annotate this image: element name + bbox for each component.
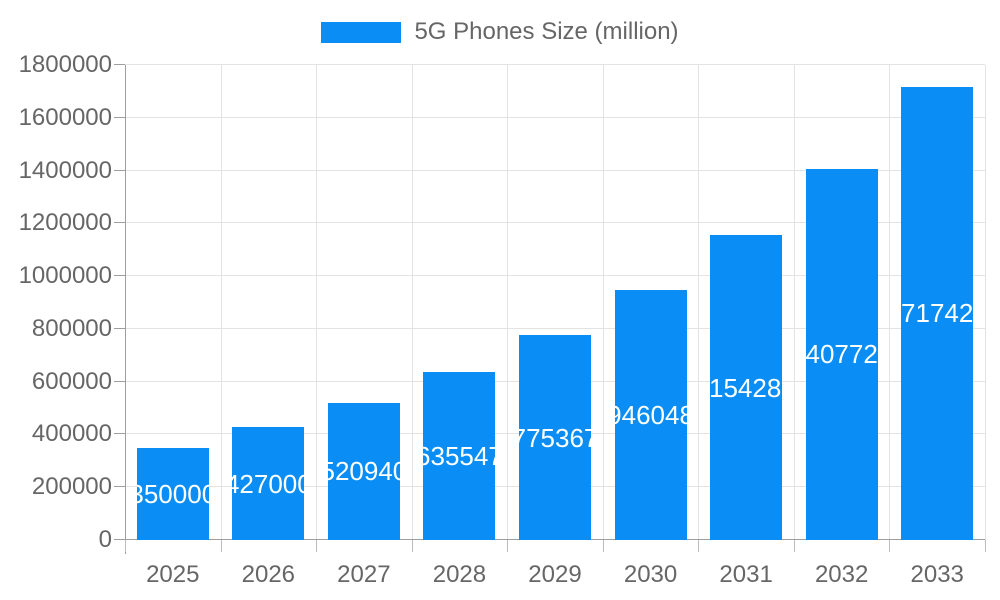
x-tick-label: 2026 <box>241 561 296 588</box>
bar-cell: 1407722 <box>794 65 890 540</box>
y-tick-label: 400000 <box>31 420 112 448</box>
bar-value-label: 635547 <box>423 441 495 472</box>
y-tick-label: 1200000 <box>18 209 112 237</box>
y-axis-tick <box>114 486 125 488</box>
gridline-horizontal <box>125 116 985 118</box>
x-axis-tick <box>793 540 795 552</box>
bar[interactable]: 350000 <box>136 447 209 540</box>
bar-value-label: 520940 <box>328 456 400 487</box>
y-tick-label: 0 <box>98 526 112 553</box>
gridline-horizontal <box>125 275 985 277</box>
bar[interactable]: 775367 <box>518 335 591 540</box>
x-axis-tick <box>889 540 891 552</box>
x-axis-tick <box>411 540 413 552</box>
gridline-vertical <box>698 65 700 540</box>
y-axis-tick <box>114 222 125 224</box>
y-axis-tick <box>114 327 125 329</box>
bar[interactable]: 1717425 <box>901 86 974 540</box>
x-axis-tick <box>507 540 509 552</box>
gridline-vertical <box>316 65 318 540</box>
legend[interactable]: 5G Phones Size (million) <box>0 18 1000 46</box>
y-axis-tick <box>114 64 125 65</box>
x-tick-label: 2033 <box>910 561 964 588</box>
bar-cell: 1717425 <box>889 65 985 540</box>
x-axis-tick <box>602 540 604 552</box>
x-axis-tick <box>985 540 986 552</box>
y-tick-label: 1400000 <box>18 156 112 184</box>
bar-value-label: 1407722 <box>805 339 878 370</box>
y-tick-label: 1800000 <box>18 51 112 78</box>
legend-swatch-icon <box>321 21 402 43</box>
gridline-horizontal <box>125 222 985 224</box>
bar-cell: 635547 <box>412 65 508 540</box>
x-tick-label: 2025 <box>146 561 200 588</box>
x-tick-label: 2027 <box>337 561 391 588</box>
y-axis-line <box>125 65 126 554</box>
bar-value-label: 350000 <box>137 478 209 509</box>
bar-cell: 520940 <box>316 65 412 540</box>
y-axis-tick <box>114 433 125 435</box>
x-axis-tick <box>316 540 318 552</box>
gridline-vertical <box>220 65 222 540</box>
y-axis-tick <box>114 380 125 382</box>
y-tick-label: 200000 <box>31 473 112 501</box>
bar[interactable]: 635547 <box>423 372 496 540</box>
y-axis-tick <box>114 116 125 118</box>
y-tick-label: 1000000 <box>18 262 112 290</box>
bar-cell: 427000 <box>221 65 317 540</box>
x-tick-label: 2031 <box>719 561 773 588</box>
gridline-vertical <box>793 65 795 540</box>
bar-cell: 350000 <box>125 65 221 540</box>
bar-cell: 775367 <box>507 65 603 540</box>
bar-cell: 946048 <box>603 65 699 540</box>
legend-label: 5G Phones Size (million) <box>414 18 679 45</box>
x-tick-label: 2030 <box>623 561 678 588</box>
y-axis-tick <box>114 169 125 171</box>
bar[interactable]: 520940 <box>327 402 400 540</box>
bar[interactable]: 1407722 <box>805 168 878 540</box>
y-tick-label: 800000 <box>31 314 112 342</box>
plot-area: 350000 427000 520940 635547 775367 946048 1154… <box>114 64 986 554</box>
gridline-vertical <box>602 65 604 540</box>
gridline-vertical <box>889 65 891 540</box>
bar-value-label: 775367 <box>519 422 591 453</box>
y-tick-label: 1600000 <box>18 103 112 131</box>
y-tick-label: 600000 <box>31 367 112 395</box>
bar-value-label: 427000 <box>232 468 304 499</box>
x-axis-tick <box>125 540 126 552</box>
gridline-vertical <box>507 65 509 540</box>
bar[interactable]: 946048 <box>614 290 687 540</box>
gridline-horizontal <box>125 327 985 329</box>
gridline-vertical <box>411 65 413 540</box>
bar[interactable]: 427000 <box>232 427 305 540</box>
x-axis-tick <box>220 540 222 552</box>
x-tick-label: 2028 <box>432 561 487 588</box>
x-tick-label: 2032 <box>814 561 869 588</box>
gridline-vertical <box>985 65 986 540</box>
y-axis-tick <box>114 275 125 277</box>
bar[interactable]: 1154283 <box>710 235 783 540</box>
y-axis-tick <box>114 539 125 540</box>
bar-value-label: 1717425 <box>901 298 974 329</box>
x-tick-label: 2029 <box>528 561 582 588</box>
gridline-horizontal <box>125 64 985 65</box>
x-axis-tick <box>698 540 700 552</box>
bar-value-label: 946048 <box>615 400 687 431</box>
gridline-horizontal <box>125 169 985 171</box>
bar-cell: 1154283 <box>698 65 794 540</box>
bar-value-label: 1154283 <box>710 372 782 403</box>
